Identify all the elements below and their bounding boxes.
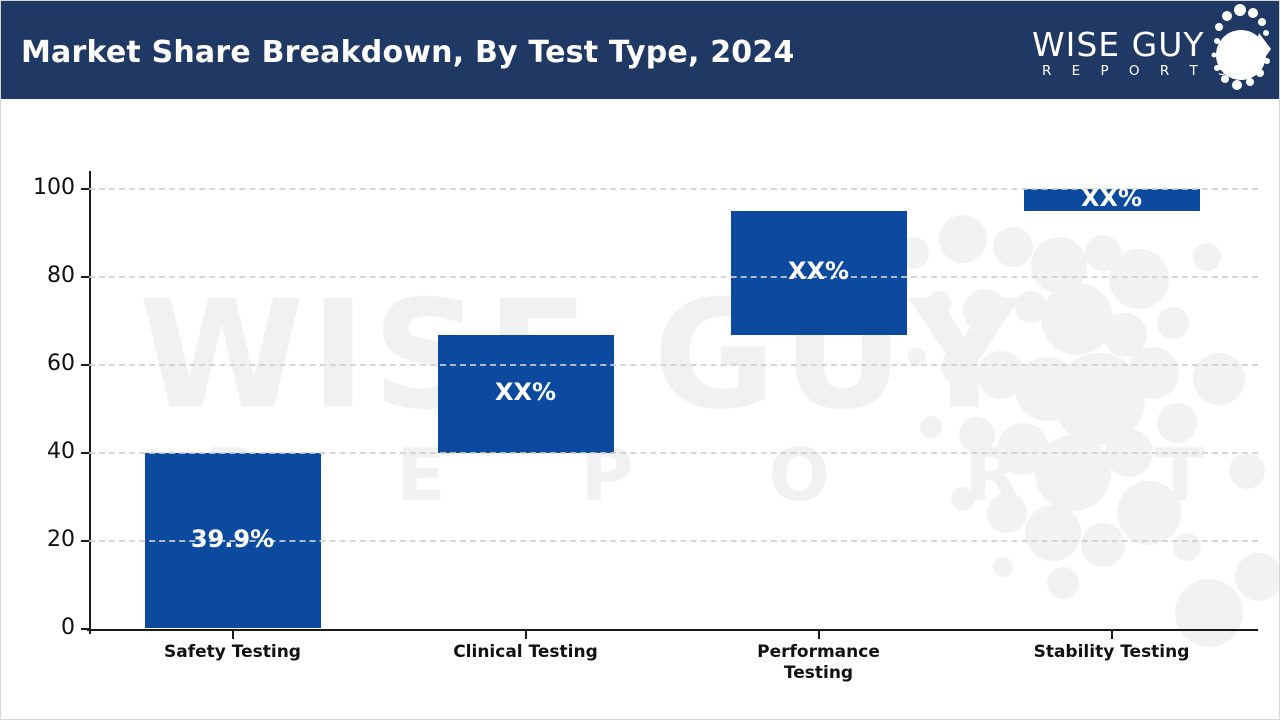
bar-value-label: 39.9% xyxy=(190,524,275,553)
bar-value-label: XX% xyxy=(787,256,850,285)
gridline-y-80 xyxy=(89,275,1258,278)
gridline-y-20 xyxy=(89,539,1258,542)
bar-stability-testing xyxy=(1023,188,1200,212)
y-tick-label-0: 0 xyxy=(61,614,75,640)
y-tick-label-40: 40 xyxy=(47,438,75,464)
x-tickmark-1 xyxy=(231,630,234,639)
brand-name: WISE GUY xyxy=(1032,25,1205,64)
x-category-label: Stability Testing xyxy=(1033,641,1190,662)
y-tick-label-20: 20 xyxy=(47,526,75,552)
y-axis-line xyxy=(89,171,91,634)
x-category-label: Performance Testing xyxy=(757,641,880,683)
brand-logo: WISE GUY R E P O R T S xyxy=(1032,1,1271,99)
x-category-label: Clinical Testing xyxy=(453,641,598,662)
gridline-y-100 xyxy=(89,187,1258,190)
brand-face-icon xyxy=(1211,4,1271,90)
page-title: Market Share Breakdown, By Test Type, 20… xyxy=(21,35,795,70)
x-tickmark-4 xyxy=(1110,630,1113,639)
x-tickmark-3 xyxy=(817,630,820,639)
bar-value-label: XX% xyxy=(1080,184,1143,213)
y-tickmark-20 xyxy=(81,539,89,542)
y-tickmark-60 xyxy=(81,363,89,366)
gridline-y-60 xyxy=(89,363,1258,366)
bar-clinical-testing xyxy=(437,334,614,453)
y-tick-label-60: 60 xyxy=(47,350,75,376)
y-tick-label-80: 80 xyxy=(47,262,75,288)
header-bar: Market Share Breakdown, By Test Type, 20… xyxy=(1,1,1279,99)
brand-subtitle: R E P O R T S xyxy=(1042,63,1235,79)
y-tickmark-100 xyxy=(81,187,89,190)
x-category-label: Safety Testing xyxy=(164,641,301,662)
x-tickmark-2 xyxy=(524,630,527,639)
gridline-y-40 xyxy=(89,451,1258,454)
y-tickmark-0 xyxy=(81,627,89,630)
y-tick-label-100: 100 xyxy=(33,174,75,200)
x-axis-line xyxy=(87,628,1258,631)
bar-performance-testing xyxy=(730,211,907,335)
y-tickmark-80 xyxy=(81,275,89,278)
y-tickmark-40 xyxy=(81,451,89,454)
bar-value-label: XX% xyxy=(494,377,557,406)
